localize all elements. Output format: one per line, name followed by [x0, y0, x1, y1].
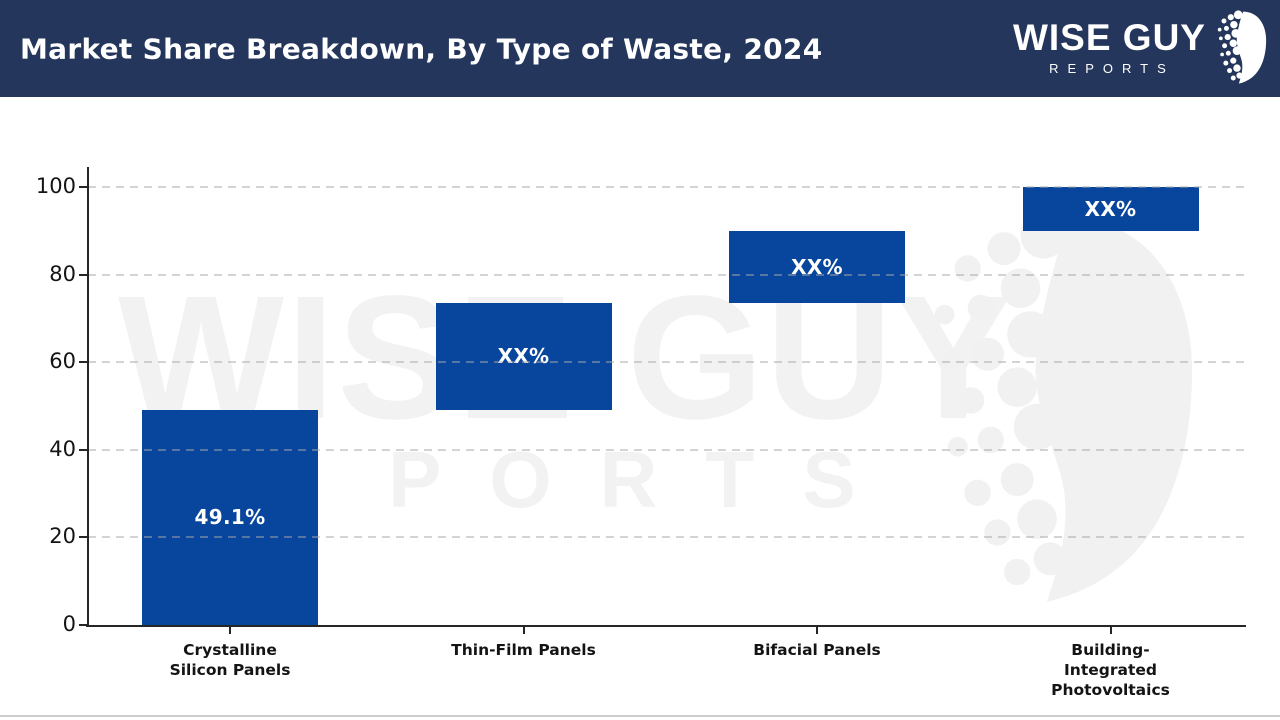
category-label-line: Crystalline [183, 641, 277, 659]
gridline [88, 448, 1246, 451]
y-axis-tick-label: 20 [49, 524, 76, 549]
category-label-line: Thin-Film Panels [451, 641, 596, 659]
x-axis-tick [522, 626, 525, 634]
y-axis-tick [79, 186, 87, 188]
bar-value-label: 49.1% [194, 505, 266, 530]
x-axis-tick [229, 626, 231, 634]
brand-wordmark: WISE GUY [1012, 16, 1206, 58]
y-axis-tick [79, 448, 87, 451]
y-axis-line [87, 167, 89, 627]
waterfall-bar: XX% [435, 303, 612, 410]
y-axis-tick [79, 536, 87, 539]
y-axis-tick-label: 40 [49, 436, 76, 461]
category-label-line: Bifacial Panels [753, 641, 881, 659]
waterfall-bar: XX% [729, 230, 905, 304]
gridline [88, 361, 1246, 364]
category-label: Thin-Film Panels [384, 640, 664, 660]
y-axis-tick-label: 100 [35, 174, 76, 198]
gridline [88, 273, 1246, 276]
category-label: Building- Integrated Photovoltaics [971, 640, 1251, 700]
gridline [88, 536, 1246, 539]
y-axis-tick-label: 0 [62, 612, 76, 636]
category-label-line: Building- [1071, 641, 1150, 659]
x-axis-tick [1109, 626, 1112, 634]
y-axis-tick-label: 80 [49, 261, 76, 286]
category-label: Bifacial Panels [677, 640, 957, 660]
category-label-line: Integrated [1064, 661, 1157, 679]
page-title: Market Share Breakdown, By Type of Waste… [20, 32, 823, 65]
y-axis-tick [79, 361, 87, 364]
y-axis-tick-label: 60 [49, 349, 76, 374]
gridline [88, 186, 1246, 188]
y-axis-tick [79, 273, 87, 276]
bar-value-label: XX% [1084, 196, 1137, 221]
y-axis-tick [79, 624, 87, 626]
wise-guy-head-icon [1206, 9, 1268, 85]
category-label-line: Photovoltaics [1051, 681, 1170, 699]
brand-logo-text: WISE GUY REPORTS [1013, 19, 1206, 76]
waterfall-bar: 49.1% [142, 409, 318, 625]
brand-subtext: REPORTS [1049, 60, 1175, 76]
watermark-subtext: PORTS [388, 435, 904, 524]
category-label: Crystalline Silicon Panels [90, 640, 370, 680]
footer-divider [0, 715, 1280, 717]
waterfall-bar: XX% [1022, 187, 1199, 231]
header: Market Share Breakdown, By Type of Waste… [0, 0, 1280, 97]
brand-logo: WISE GUY REPORTS [1013, 9, 1268, 85]
x-axis-tick [816, 626, 818, 634]
category-label-line: Silicon Panels [169, 661, 291, 679]
x-axis-line [86, 625, 1246, 627]
bar-value-label: XX% [497, 344, 550, 369]
